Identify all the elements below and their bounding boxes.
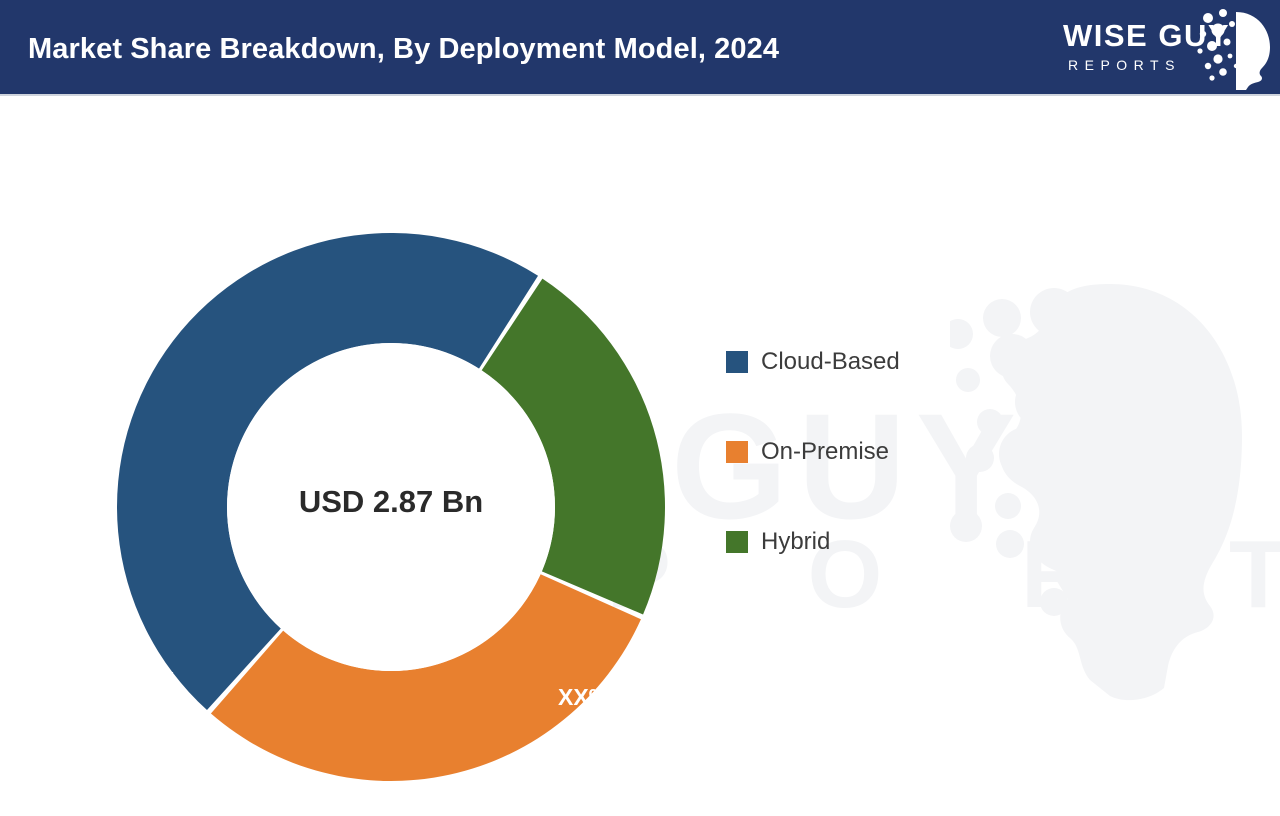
chart-body: WISE GUY R E P O R T S xyxy=(0,94,1280,781)
legend-label-cloud-based: Cloud-Based xyxy=(761,348,900,375)
chart-page: Market Share Breakdown, By Deployment Mo… xyxy=(0,0,1280,781)
legend-swatch-cloud-based xyxy=(726,351,748,373)
slice-label-hybrid: XX% xyxy=(416,380,468,406)
legend-label-hybrid: Hybrid xyxy=(761,528,831,555)
slice-label-cloud-based: 47.6% xyxy=(112,667,178,693)
chart-legend: Cloud-Based On-Premise Hybrid xyxy=(726,348,986,618)
page-title: Market Share Breakdown, By Deployment Mo… xyxy=(28,33,780,65)
legend-item-on-premise[interactable]: On-Premise xyxy=(726,438,986,466)
legend-swatch-on-premise xyxy=(726,441,748,463)
legend-item-hybrid[interactable]: Hybrid xyxy=(726,528,986,556)
slice-label-on-premise: XX% xyxy=(558,684,610,710)
donut-slice[interactable] xyxy=(117,233,539,711)
legend-label-on-premise: On-Premise xyxy=(761,438,890,465)
wise-guy-reports-logo: WISE GUY REPORTS xyxy=(1060,4,1274,90)
head-profile-dots-icon xyxy=(943,276,1280,706)
donut-center-label: USD 2.87 Bn xyxy=(298,484,484,519)
donut-chart: USD 2.87 Bn 47.6% XX% XX% xyxy=(96,212,686,802)
legend-item-cloud-based[interactable]: Cloud-Based xyxy=(726,348,986,376)
donut-slice[interactable] xyxy=(481,278,665,615)
legend-swatch-hybrid xyxy=(726,531,748,553)
header-bar: Market Share Breakdown, By Deployment Mo… xyxy=(0,0,1280,94)
svg-text:REPORTS: REPORTS xyxy=(1068,57,1181,73)
